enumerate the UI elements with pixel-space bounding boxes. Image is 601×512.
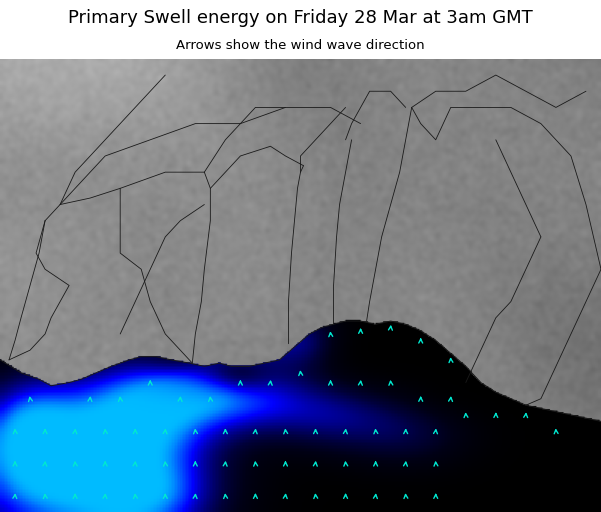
Text: Arrows show the wind wave direction: Arrows show the wind wave direction — [176, 39, 425, 52]
Text: Primary Swell energy on Friday 28 Mar at 3am GMT: Primary Swell energy on Friday 28 Mar at… — [68, 9, 533, 27]
